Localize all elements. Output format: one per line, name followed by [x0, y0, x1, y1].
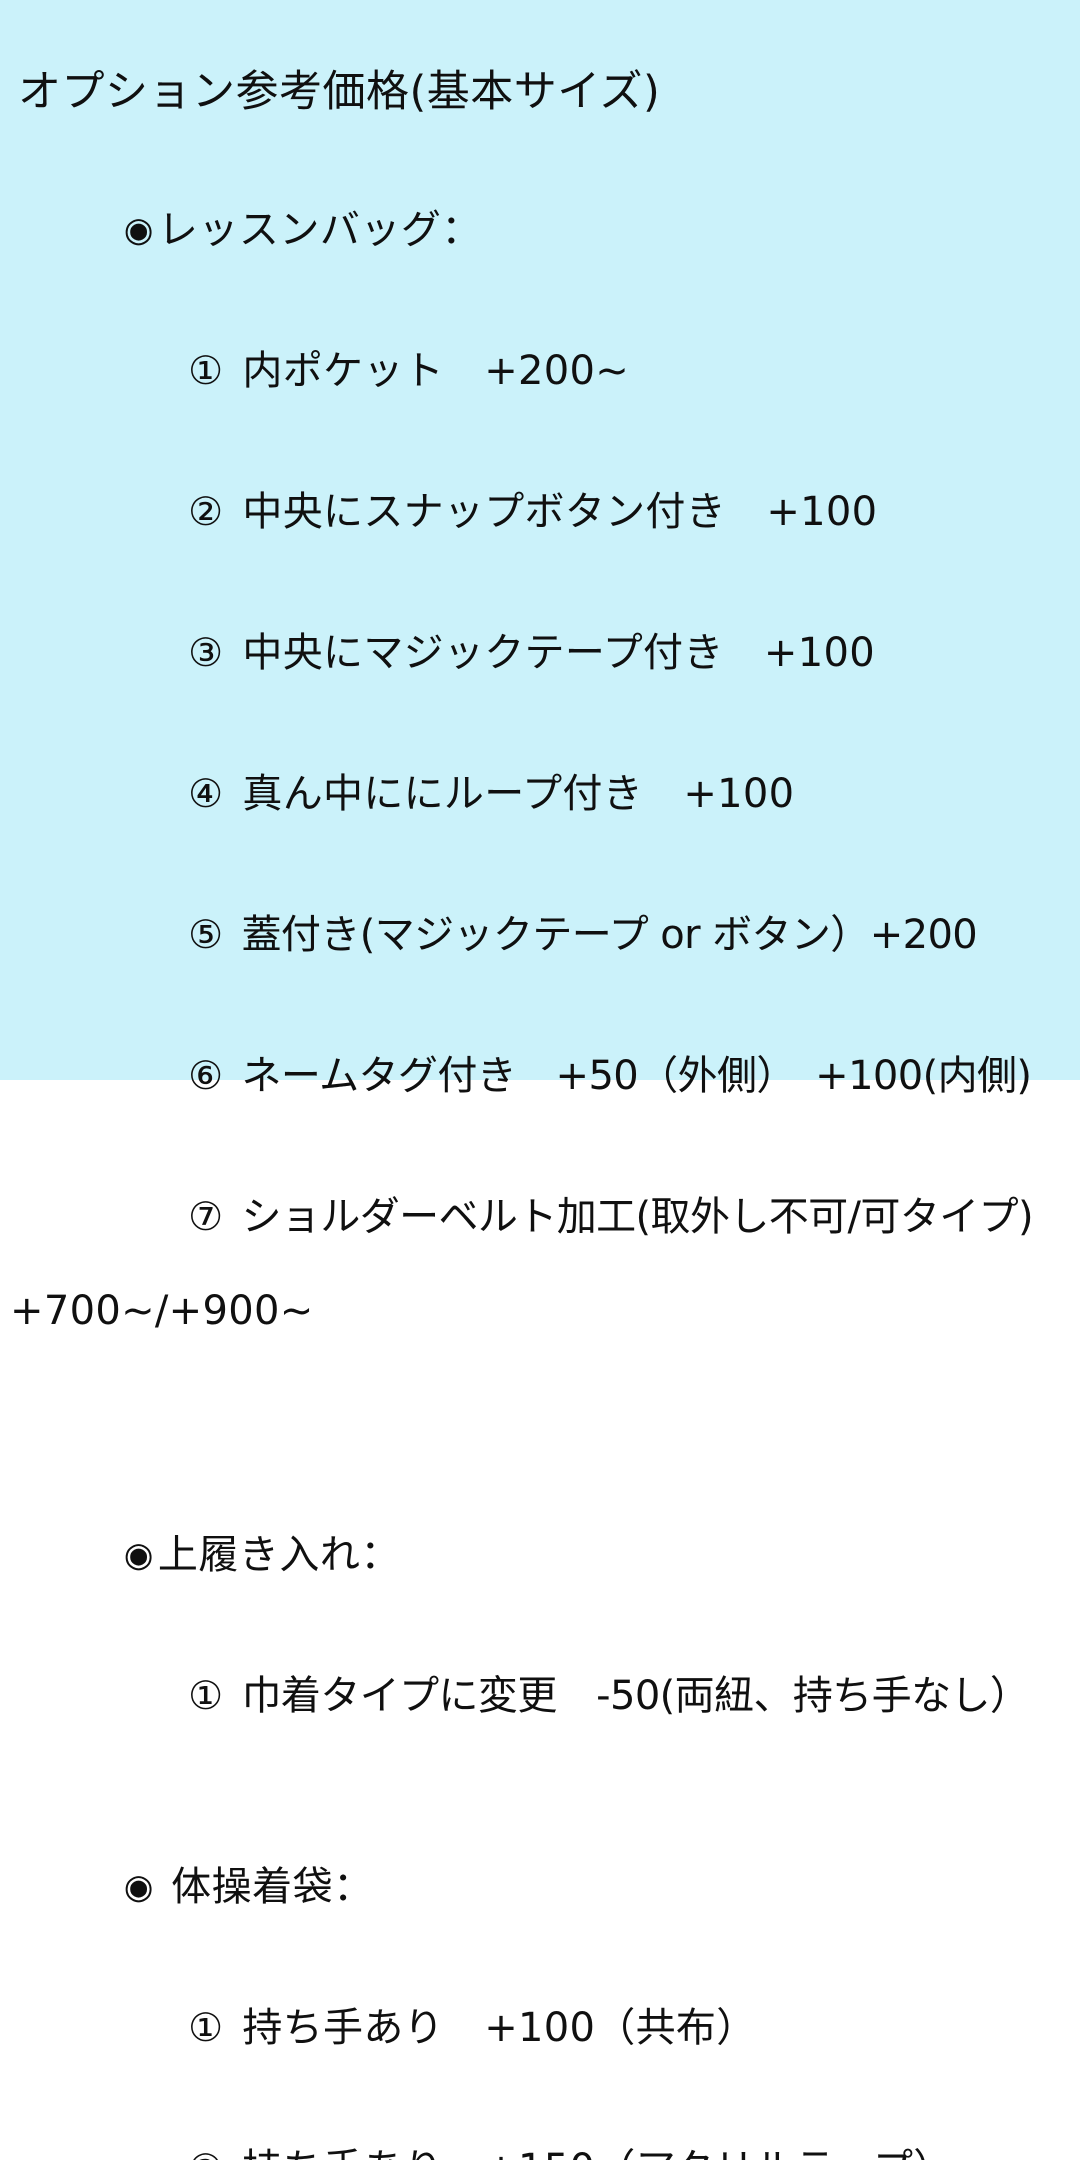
- list-item: ⑥ ネームタグ付き +50（外側） +100(内側): [58, 1006, 1080, 1147]
- title-spacer: [10, 117, 1080, 160]
- section-spacer-2: [10, 1767, 1080, 1817]
- item-number: ②: [188, 2146, 223, 2160]
- item-number: ④: [188, 772, 224, 817]
- bullseye-bullet-icon: ◉: [123, 1867, 154, 1907]
- item-label: 真ん中ににループ付き +100: [229, 771, 795, 817]
- list-item: ① 持ち手あり +100（共布）: [58, 1958, 1080, 2099]
- section-heading-prefix: [158, 1864, 171, 1910]
- item-label: 巾着タイプに変更 -50(両紐、持ち手なし）: [229, 1673, 1030, 1719]
- list-item: ④ 真ん中ににループ付き +100: [58, 724, 1080, 865]
- section-indoor-shoes-bag: ◉ 上履き入れ： ① 巾着タイプに変更 -50(両紐、持ち手なし）: [10, 1485, 1080, 1767]
- item-label: ネームタグ付き +50（外側） +100(内側): [229, 1053, 1033, 1099]
- section-spacer-1: [10, 1429, 1080, 1485]
- section-heading-label: 上履き入れ：: [157, 1532, 401, 1578]
- option-list-lesson-bag: ① 内ポケット +200~ ② 中央にスナップボタン付き +100 ③ 中央にマ…: [10, 301, 1080, 1429]
- option-list-indoor-shoes-bag: ① 巾着タイプに変更 -50(両紐、持ち手なし）: [10, 1626, 1080, 1767]
- item-label: 中央にスナップボタン付き +100: [229, 489, 878, 535]
- section-lesson-bag: ◉ レッスンバッグ： ① 内ポケット +200~ ② 中央にスナップボタン付き +…: [10, 160, 1080, 1429]
- item-label-continuation: +700~/+900~: [10, 1288, 314, 1334]
- item-number: ⑤: [188, 913, 224, 958]
- item-number: ⑦: [188, 1195, 224, 1240]
- item-label: 持ち手あり +100（共布）: [229, 2005, 757, 2051]
- item-label: 蓋付き(マジックテープ or ボタン）+200: [229, 912, 978, 958]
- item-number: ③: [188, 631, 224, 676]
- option-list-gym-clothes-bag: ① 持ち手あり +100（共布） ② 持ち手あり +150（アクリルテープ） ③…: [10, 1958, 1080, 2160]
- section-gym-clothes-bag: ◉ 体操着袋： ① 持ち手あり +100（共布） ② 持ち手あり +150（アク…: [10, 1817, 1080, 2160]
- list-item: ⑦ ショルダーベルト加工(取外し不可/可タイプ) +700~/+900~: [10, 1147, 1080, 1429]
- item-number: ⑥: [188, 1054, 224, 1099]
- item-number: ①: [188, 1674, 224, 1719]
- section-heading-indoor-shoes-bag: ◉ 上履き入れ：: [18, 1485, 1080, 1626]
- list-item: ② 持ち手あり +150（アクリルテープ）: [58, 2099, 1080, 2160]
- list-item: ③ 中央にマジックテープ付き +100: [58, 583, 1080, 724]
- item-label: 持ち手あり +150（アクリルテープ）: [229, 2146, 953, 2160]
- list-item: ② 中央にスナップボタン付き +100: [58, 442, 1080, 583]
- item-label: ショルダーベルト加工(取外し不可/可タイプ): [229, 1194, 1034, 1240]
- item-label: 中央にマジックテープ付き +100: [229, 630, 875, 676]
- item-number: ②: [188, 490, 224, 535]
- item-number: ①: [188, 2006, 224, 2051]
- item-number: ①: [188, 349, 224, 394]
- page-title: オプション参考価格(基本サイズ): [18, 67, 661, 117]
- list-item: ① 内ポケット +200~: [58, 301, 1080, 442]
- bullseye-bullet-icon: ◉: [123, 1535, 154, 1575]
- list-item: ⑤ 蓋付き(マジックテープ or ボタン）+200: [58, 865, 1080, 1006]
- list-item: ① 巾着タイプに変更 -50(両紐、持ち手なし）: [58, 1626, 1080, 1767]
- section-heading-gym-clothes-bag: ◉ 体操着袋：: [18, 1817, 1080, 1958]
- section-heading-label: レッスンバッグ：: [157, 207, 482, 253]
- item-label: 内ポケット +200~: [229, 348, 630, 394]
- section-heading-label: 体操着袋：: [171, 1864, 374, 1910]
- bullseye-bullet-icon: ◉: [123, 210, 154, 250]
- section-heading-lesson-bag: ◉ レッスンバッグ：: [18, 160, 1080, 301]
